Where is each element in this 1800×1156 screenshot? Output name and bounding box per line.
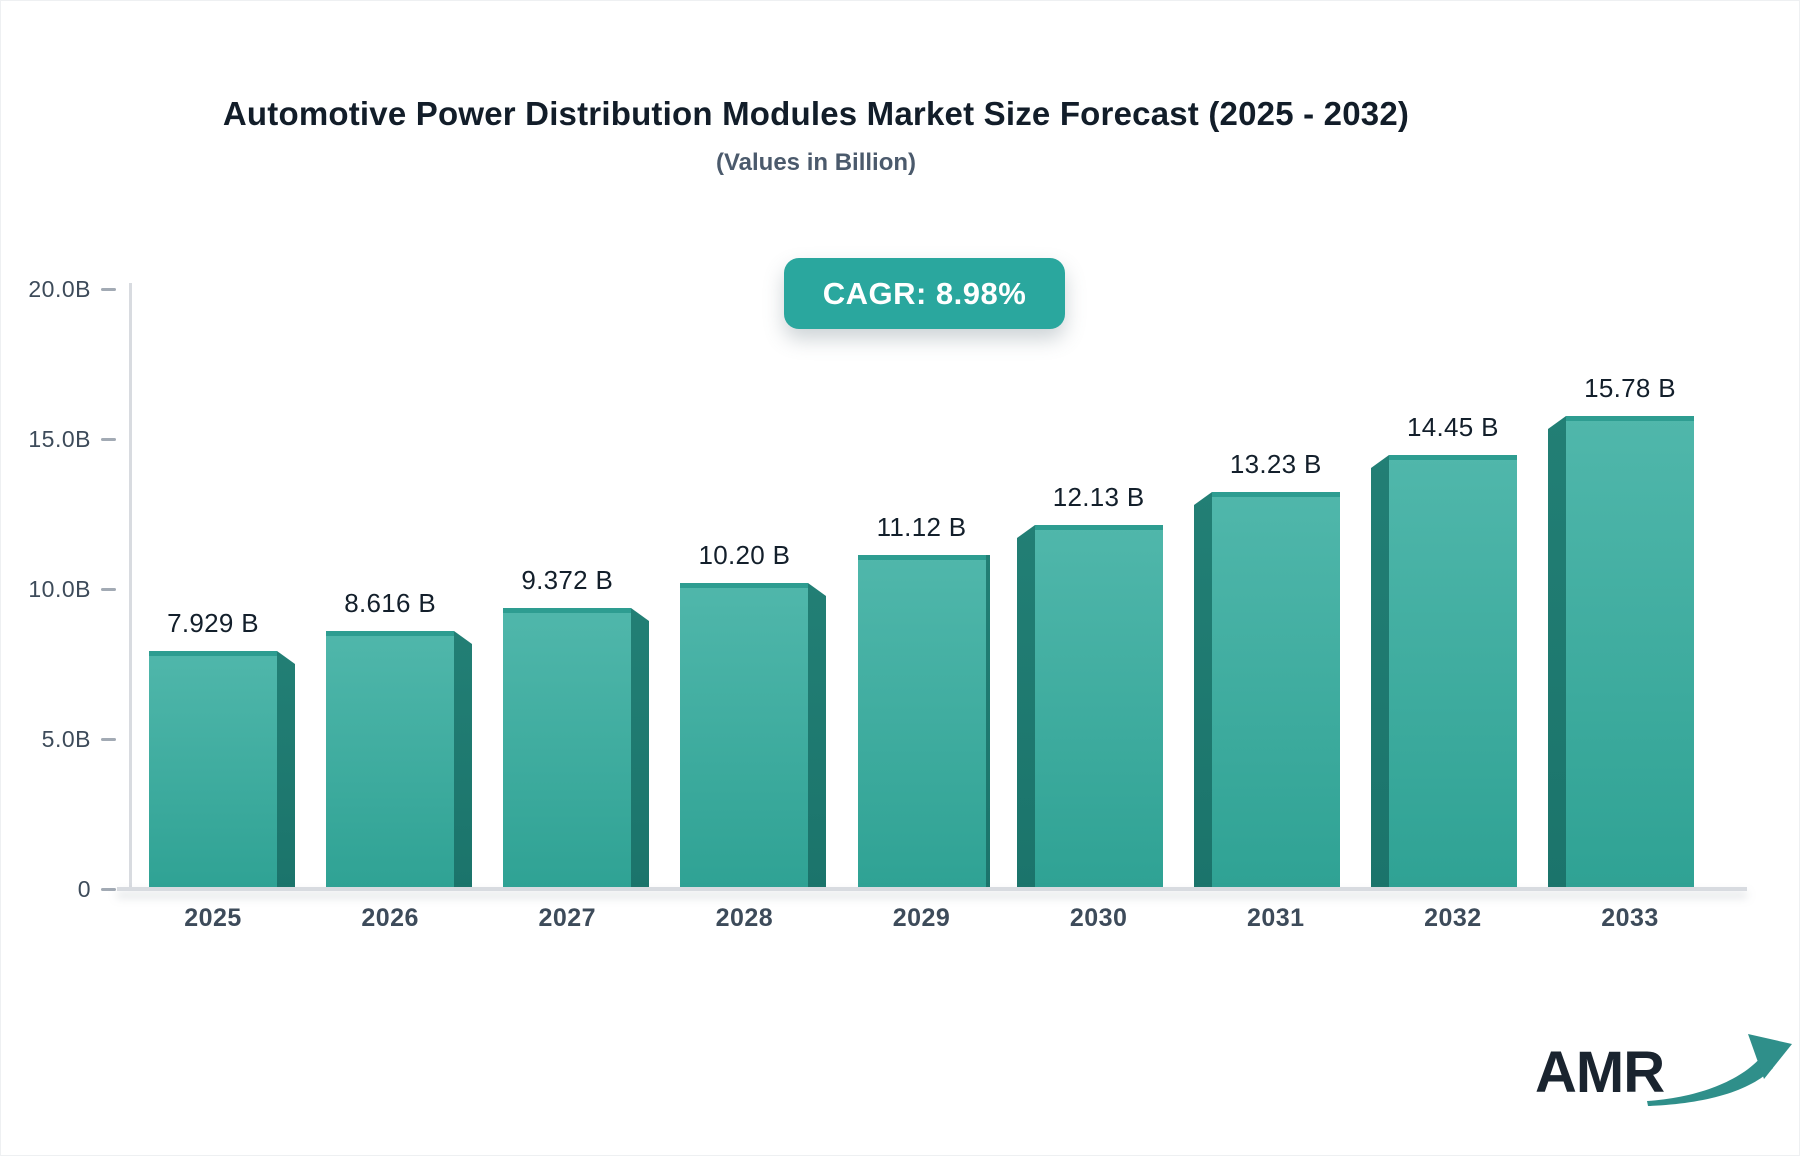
x-axis-label: 2033 — [1601, 904, 1659, 932]
y-axis-line — [129, 283, 132, 889]
bar-2027[interactable] — [503, 608, 649, 889]
bar-front-face — [1212, 492, 1340, 889]
bar-front-face — [149, 651, 277, 889]
x-axis-label: 2032 — [1424, 904, 1482, 932]
bar-front-face — [1389, 455, 1517, 889]
bar-side-face — [277, 651, 295, 889]
y-axis-label: 10.0B — [28, 576, 91, 602]
x-axis-label: 2026 — [361, 904, 419, 932]
bar-top-face — [326, 631, 454, 636]
bar-front-face — [503, 608, 631, 889]
bar-value-label: 12.13 B — [1052, 482, 1145, 512]
x-axis-label: 2027 — [538, 904, 597, 932]
bar-front-face — [858, 555, 986, 889]
bar-front-face — [1566, 416, 1694, 889]
bar-value-label: 9.372 B — [521, 565, 614, 595]
bar-front-face — [326, 631, 454, 889]
y-axis-label: 0 — [77, 876, 91, 902]
x-axis-label: 2031 — [1246, 904, 1305, 932]
bar-top-face — [1035, 525, 1163, 530]
growth-arrow-icon — [1647, 1034, 1792, 1106]
x-axis-label: 2030 — [1069, 904, 1128, 932]
bar-side-face — [1371, 455, 1389, 889]
bar-top-face — [1212, 492, 1340, 497]
bar-value-label: 13.23 B — [1229, 449, 1322, 479]
bar-2030[interactable] — [1017, 525, 1163, 889]
bar-front-face — [1035, 525, 1163, 889]
bar-value-label: 15.78 B — [1584, 373, 1676, 403]
y-axis-tick — [101, 588, 116, 591]
y-axis-label: 15.0B — [28, 426, 91, 452]
bar-top-face — [149, 651, 277, 656]
y-axis-tick — [101, 888, 116, 891]
bar-2031[interactable] — [1194, 492, 1340, 889]
bar-top-face — [1389, 455, 1517, 460]
bar-2029[interactable] — [858, 555, 990, 889]
bar-value-label: 11.12 B — [876, 512, 967, 542]
y-axis-tick — [101, 738, 116, 741]
cagr-badge: CAGR: 8.98% — [784, 258, 1065, 329]
x-axis-label: 2029 — [892, 904, 951, 932]
y-axis-tick — [101, 288, 116, 291]
x-axis-baseline — [117, 887, 1747, 891]
bar-side-face — [1017, 525, 1035, 889]
bar-side-face — [454, 631, 472, 889]
bar-2032[interactable] — [1371, 455, 1517, 889]
amr-logo-text: AMR — [1535, 1040, 1665, 1105]
x-axis-label: 2028 — [715, 904, 774, 932]
y-axis-label: 20.0B — [28, 276, 91, 302]
bar-top-face — [858, 555, 986, 560]
x-axis-label: 2025 — [184, 904, 242, 932]
bar-top-face — [680, 583, 808, 588]
bar-value-label: 10.20 B — [698, 540, 791, 570]
bar-top-face — [1566, 416, 1694, 421]
bar-2026[interactable] — [326, 631, 472, 889]
bar-2028[interactable] — [680, 583, 826, 889]
bar-side-face — [1548, 416, 1566, 889]
y-axis-label: 5.0B — [41, 726, 91, 752]
bar-top-face — [503, 608, 631, 613]
bar-front-face — [680, 583, 808, 889]
bar-value-label: 14.45 B — [1407, 412, 1499, 442]
bar-side-face — [631, 608, 649, 889]
bar-side-face — [986, 555, 990, 889]
chart-subtitle: (Values in Billion) — [715, 149, 917, 176]
y-axis-tick — [101, 438, 116, 441]
bar-value-label: 8.616 B — [344, 588, 436, 618]
bar-side-face — [1194, 492, 1212, 889]
chart-title: Automotive Power Distribution Modules Ma… — [222, 95, 1410, 132]
bar-2025[interactable] — [149, 651, 295, 889]
amr-logo: AMR — [1535, 1029, 1792, 1119]
cagr-badge-label: CAGR: 8.98% — [822, 275, 1027, 311]
bar-side-face — [808, 583, 826, 889]
bar-2033[interactable] — [1548, 416, 1694, 889]
bar-value-label: 7.929 B — [167, 608, 259, 638]
